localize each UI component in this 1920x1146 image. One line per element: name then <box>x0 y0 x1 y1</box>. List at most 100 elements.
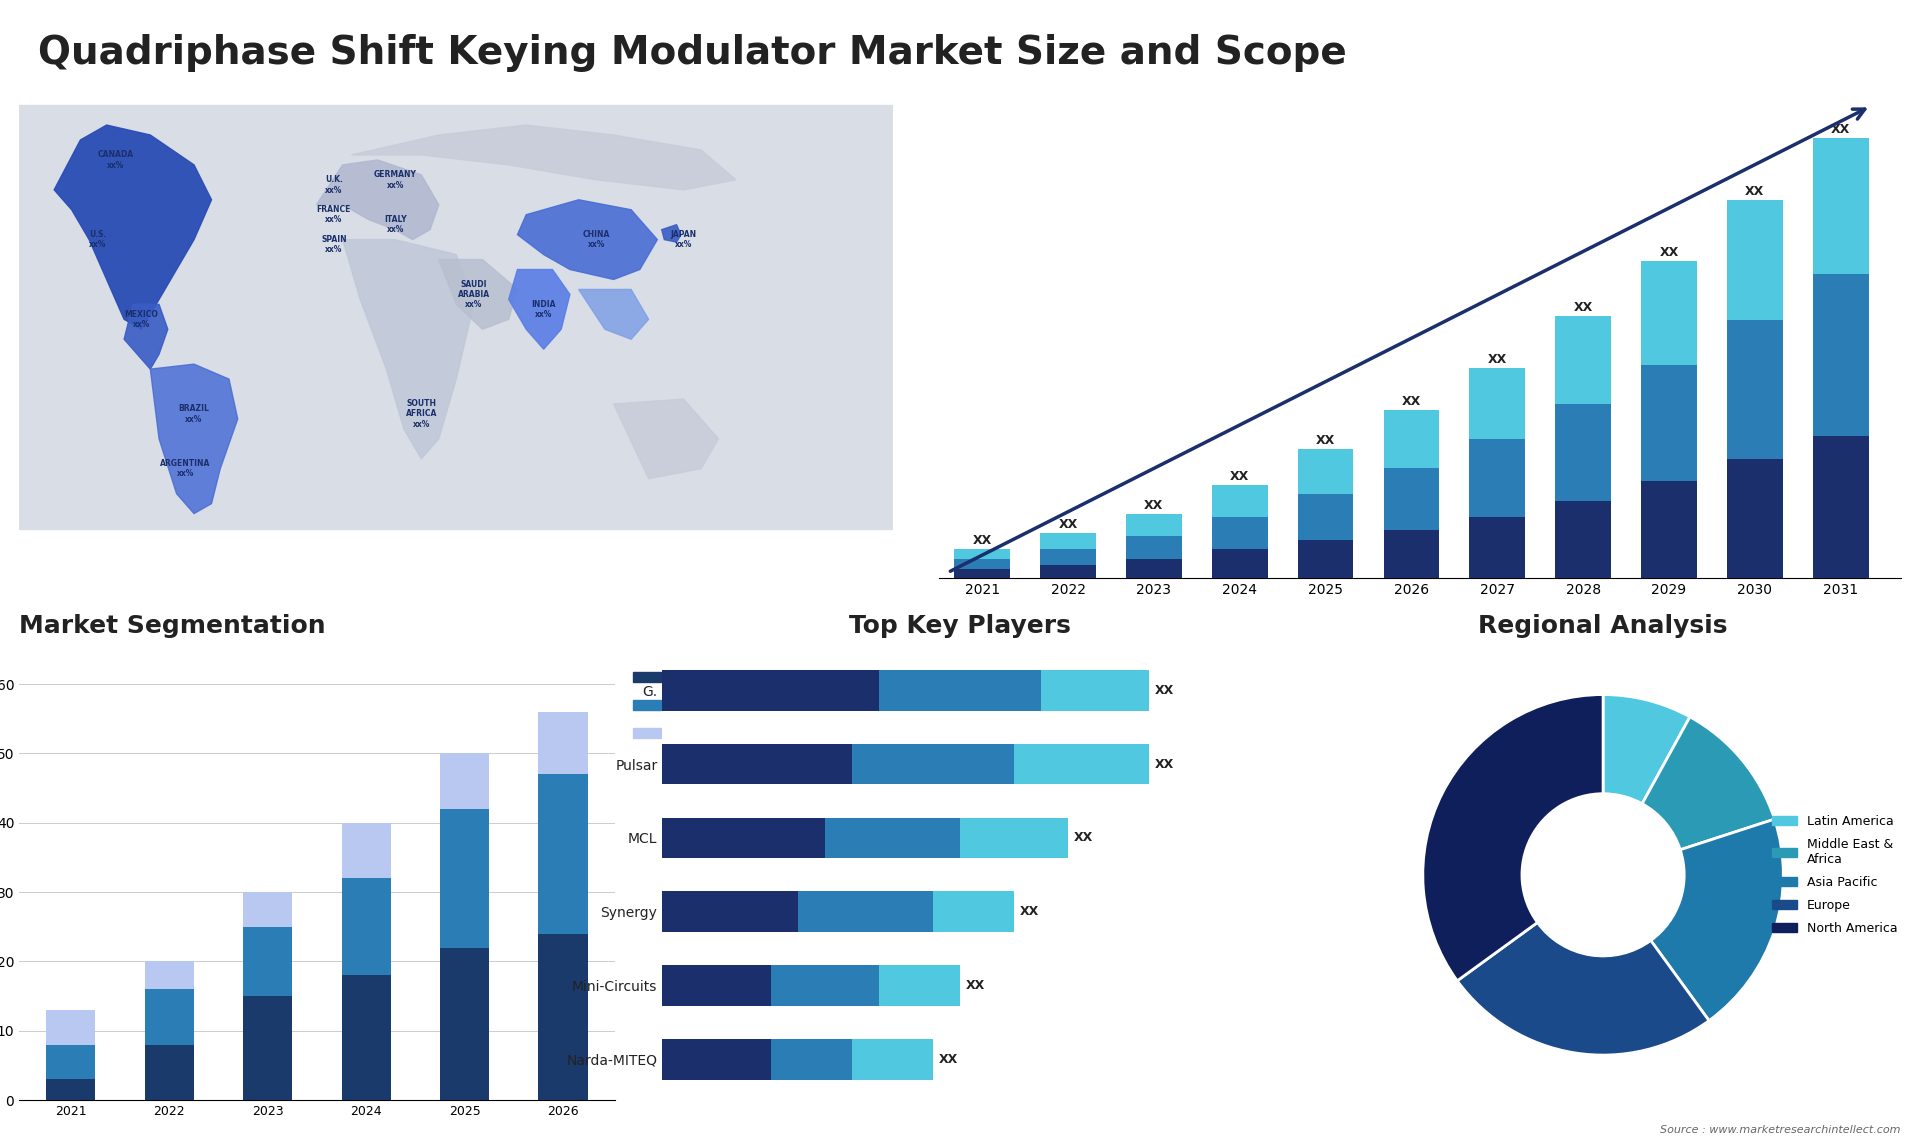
Polygon shape <box>351 125 735 190</box>
Bar <box>1384 529 1440 579</box>
Bar <box>1642 481 1697 579</box>
Polygon shape <box>509 269 570 350</box>
Text: Source : www.marketresearchintellect.com: Source : www.marketresearchintellect.com <box>1661 1124 1901 1135</box>
Wedge shape <box>1651 819 1784 1021</box>
Text: CHINA
xx%: CHINA xx% <box>582 230 611 250</box>
Bar <box>46 1045 96 1080</box>
Bar <box>144 961 194 989</box>
Text: SAUDI
ARABIA
xx%: SAUDI ARABIA xx% <box>457 280 490 309</box>
Bar <box>879 965 960 1006</box>
Bar <box>1812 274 1868 435</box>
Text: Market Segmentation: Market Segmentation <box>19 614 326 638</box>
Text: XX: XX <box>973 534 993 548</box>
Text: ARGENTINA
xx%: ARGENTINA xx% <box>159 460 211 478</box>
Bar <box>770 1039 852 1080</box>
Bar <box>1384 410 1440 469</box>
Polygon shape <box>150 364 238 513</box>
Bar <box>797 892 933 932</box>
Text: XX: XX <box>1574 301 1594 314</box>
Bar <box>244 927 292 996</box>
Title: Regional Analysis: Regional Analysis <box>1478 614 1728 638</box>
Text: U.K.
xx%: U.K. xx% <box>324 175 344 195</box>
Bar <box>852 744 1014 784</box>
Bar <box>662 1039 770 1080</box>
Bar <box>244 892 292 927</box>
Bar <box>1212 549 1267 579</box>
Bar <box>440 753 490 809</box>
Bar <box>440 809 490 948</box>
Bar <box>1041 549 1096 565</box>
Polygon shape <box>317 160 440 240</box>
Polygon shape <box>342 240 474 458</box>
Text: Quadriphase Shift Keying Modulator Market Size and Scope: Quadriphase Shift Keying Modulator Marke… <box>38 34 1348 72</box>
Bar <box>144 989 194 1045</box>
Text: XX: XX <box>1488 353 1507 367</box>
Bar <box>1384 469 1440 529</box>
Wedge shape <box>1423 694 1603 981</box>
Text: MARKET
RESEARCH
INTELLECT: MARKET RESEARCH INTELLECT <box>1780 54 1826 84</box>
Text: JAPAN
xx%: JAPAN xx% <box>670 230 697 250</box>
Bar <box>1125 513 1183 536</box>
Bar <box>1469 439 1524 517</box>
Bar <box>954 549 1010 559</box>
Text: SPAIN
xx%: SPAIN xx% <box>321 235 348 254</box>
Text: ITALY
xx%: ITALY xx% <box>384 215 407 235</box>
Text: XX: XX <box>1058 518 1077 531</box>
Wedge shape <box>1457 923 1709 1055</box>
Bar <box>342 823 392 878</box>
Bar <box>342 878 392 975</box>
Bar <box>1125 559 1183 579</box>
Bar <box>1041 533 1096 549</box>
Bar <box>1642 261 1697 364</box>
Text: XX: XX <box>1832 124 1851 136</box>
Text: XX: XX <box>1154 758 1175 770</box>
Bar <box>1812 139 1868 274</box>
Bar <box>440 948 490 1100</box>
Bar <box>954 568 1010 579</box>
Bar <box>662 965 770 1006</box>
Text: XX: XX <box>1144 499 1164 512</box>
Bar <box>244 996 292 1100</box>
Bar <box>1469 517 1524 579</box>
Bar <box>1125 536 1183 559</box>
Bar <box>954 559 1010 568</box>
Bar <box>19 105 893 528</box>
Text: U.S.
xx%: U.S. xx% <box>88 230 108 250</box>
Bar <box>1212 517 1267 549</box>
Bar <box>1642 364 1697 481</box>
Bar <box>1555 501 1611 579</box>
Bar <box>46 1010 96 1045</box>
Wedge shape <box>1603 694 1690 803</box>
Text: XX: XX <box>1659 246 1678 259</box>
Text: XX: XX <box>1231 470 1250 482</box>
Polygon shape <box>614 399 718 479</box>
Bar <box>538 934 588 1100</box>
Polygon shape <box>662 225 682 242</box>
Polygon shape <box>440 259 518 329</box>
Bar <box>538 775 588 934</box>
Text: INDIA
xx%: INDIA xx% <box>532 299 557 319</box>
Text: CANADA
xx%: CANADA xx% <box>98 150 132 170</box>
Text: MEXICO
xx%: MEXICO xx% <box>125 309 159 329</box>
Bar <box>1726 199 1784 320</box>
Bar <box>1298 494 1354 540</box>
Text: XX: XX <box>1745 185 1764 198</box>
Bar <box>662 744 852 784</box>
Bar <box>662 670 879 711</box>
Bar <box>662 817 826 858</box>
Bar <box>144 1045 194 1100</box>
Bar <box>1298 540 1354 579</box>
Text: XX: XX <box>1154 684 1175 697</box>
Bar <box>1726 320 1784 458</box>
Bar <box>1041 565 1096 579</box>
Polygon shape <box>578 290 649 339</box>
Polygon shape <box>54 125 211 329</box>
Bar <box>1298 449 1354 494</box>
Bar <box>538 712 588 775</box>
Text: XX: XX <box>966 979 985 992</box>
Text: SOUTH
AFRICA
xx%: SOUTH AFRICA xx% <box>405 399 438 429</box>
Wedge shape <box>1642 717 1774 849</box>
Bar <box>852 1039 933 1080</box>
Bar <box>1555 316 1611 403</box>
Bar <box>770 965 879 1006</box>
